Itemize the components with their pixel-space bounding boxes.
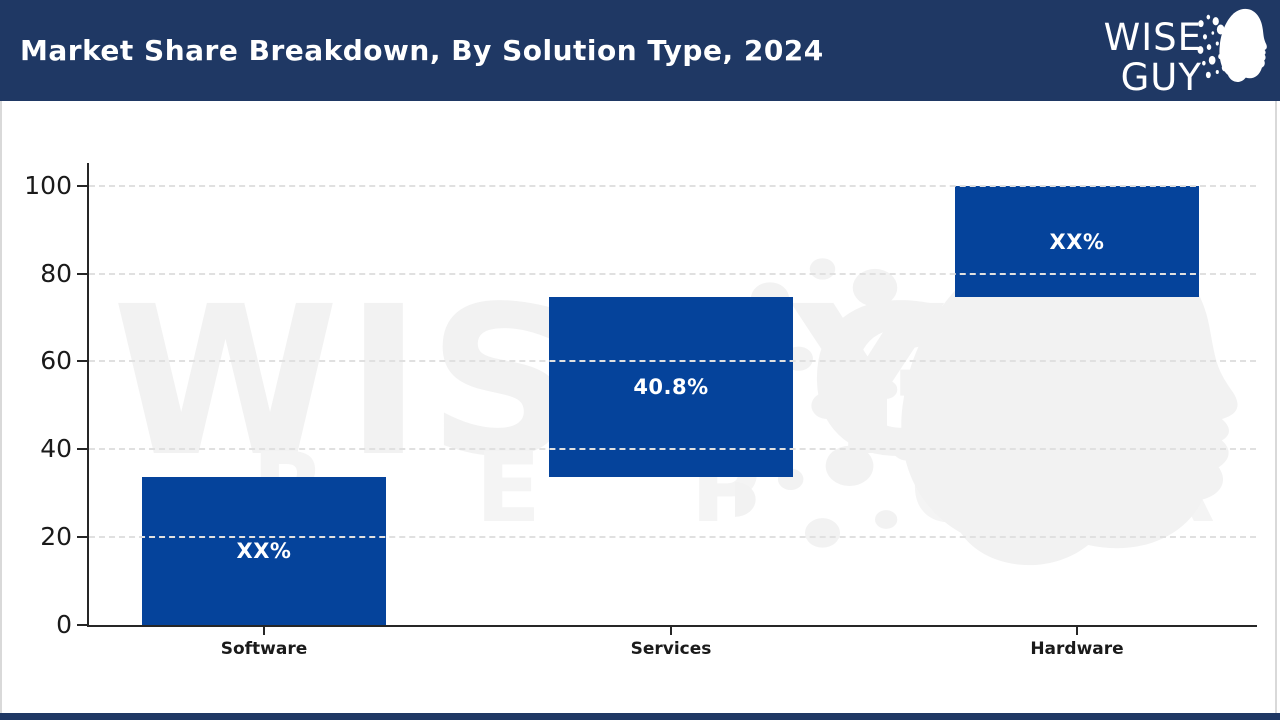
wiseguy-logo: WISE GUY R E P O R T S — [1030, 4, 1270, 130]
x-tick-label-hardware: Hardware — [1030, 639, 1124, 659]
bar-services-value-label: 40.8% — [633, 375, 709, 399]
y-tick-label-100: 100 — [24, 171, 72, 200]
y-tick-20 — [77, 536, 87, 538]
watermark-face-icon — [735, 231, 1238, 566]
footer-bar — [0, 713, 1280, 720]
y-tick-label-20: 20 — [40, 522, 72, 551]
y-tick-80 — [77, 273, 87, 275]
wiseguy-logo-wordmark: WISE GUY — [1103, 16, 1202, 99]
bar-software-value-label: XX% — [236, 539, 292, 563]
left-edge-line — [0, 101, 2, 713]
wiseguy-logo-subtitle: R E P O R T S — [1054, 100, 1210, 130]
y-tick-100 — [77, 185, 87, 187]
gridline-80 — [89, 273, 1256, 275]
y-tick-40 — [77, 448, 87, 450]
bar-hardware: XX% — [955, 186, 1199, 297]
wiseguy-face-icon — [1197, 8, 1267, 82]
gridline-40 — [89, 448, 1256, 450]
y-tick-label-60: 60 — [40, 346, 72, 375]
gridline-100 — [89, 185, 1256, 187]
y-tick-label-80: 80 — [40, 259, 72, 288]
x-tick-label-services: Services — [630, 639, 712, 659]
page-title: Market Share Breakdown, By Solution Type… — [20, 34, 824, 67]
x-tick-hardware — [1076, 627, 1078, 635]
gridline-60 — [89, 360, 1256, 362]
bar-services: 40.8% — [549, 297, 793, 477]
gridline-20 — [89, 536, 1256, 538]
y-tick-label-40: 40 — [40, 434, 72, 463]
x-tick-services — [670, 627, 672, 635]
bar-software: XX% — [142, 477, 386, 625]
y-tick-0 — [77, 624, 87, 626]
right-edge-line — [1275, 101, 1277, 713]
wiseguy-logo-text: WISE GUY R E P O R T S — [1030, 16, 1202, 131]
y-tick-60 — [77, 360, 87, 362]
y-axis-line — [87, 163, 89, 627]
header-bar: Market Share Breakdown, By Solution Type… — [0, 0, 1280, 130]
x-axis-line — [87, 625, 1257, 627]
x-tick-label-software: Software — [220, 639, 308, 659]
bar-hardware-value-label: XX% — [1049, 229, 1105, 254]
x-tick-software — [263, 627, 265, 635]
y-tick-label-0: 0 — [56, 610, 72, 639]
